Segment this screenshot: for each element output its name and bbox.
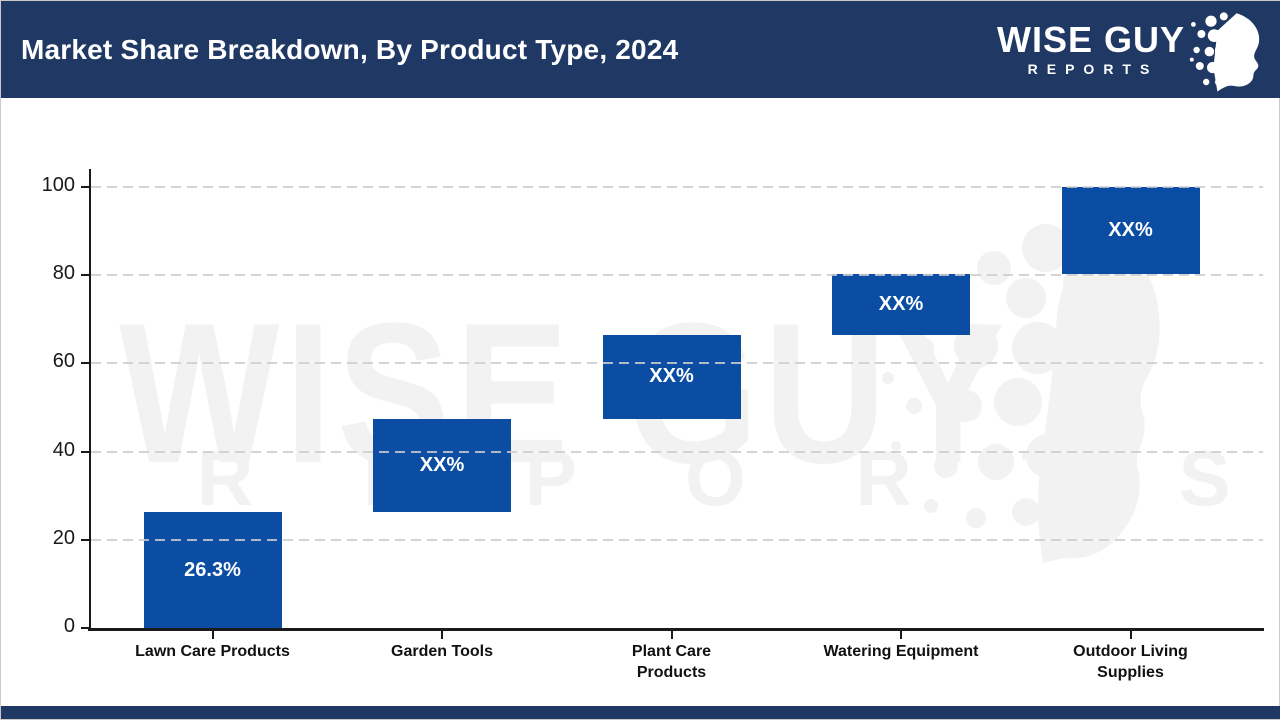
header-bar: Market Share Breakdown, By Product Type,… [1,1,1280,98]
y-tick-label: 80 [52,262,75,285]
bar-value-label: XX% [419,453,465,476]
category-label: Plant Care Products [631,643,712,681]
x-tick-2 [441,631,443,639]
category-label: Lawn Care Products [135,643,290,660]
y-tick-20 [81,538,89,541]
y-tick-label: 40 [52,438,75,461]
category-label: Outdoor Living Supplies [1073,643,1188,681]
y-axis-line [89,169,91,630]
category-label: Watering Equipment [823,643,979,660]
y-tick-0 [81,627,89,629]
y-tick-label: 20 [52,526,75,549]
bar-value-label: XX% [878,293,924,316]
logo-head-dots-icon [1189,11,1260,92]
page-title: Market Share Breakdown, By Product Type,… [21,33,679,65]
gridline-100 [91,186,1263,188]
bar-plant-care-products: XX% [602,334,741,419]
bar-watering-equipment: XX% [832,274,970,335]
x-tick-4 [900,631,902,639]
x-tick-1 [211,631,214,639]
y-tick-80 [81,274,89,277]
y-tick-40 [81,450,89,453]
gridline-40 [91,450,1263,453]
gridline-20 [91,538,1263,541]
gridline-80 [91,274,1263,277]
gridline-60 [91,362,1263,365]
footer-bar [1,706,1280,719]
y-tick-label: 0 [63,615,75,637]
x-tick-3 [670,631,673,639]
y-tick-label: 100 [41,174,75,196]
bar-value-label: XX% [1108,219,1153,242]
brand-logo: WISE GUY REPORTS [997,8,1280,92]
x-tick-5 [1129,631,1132,639]
bar-value-label: XX% [649,365,694,388]
bar-garden-tools: XX% [373,418,511,512]
x-axis-line [88,628,1264,631]
y-tick-label: 60 [52,350,75,373]
bar-outdoor-living-supplies: XX% [1061,187,1200,275]
category-label: Garden Tools [391,643,493,660]
y-tick-100 [81,186,89,188]
bar-value-label: 26.3% [184,558,241,581]
logo-wordmark: WISE GUY [996,19,1185,60]
logo-subtitle: REPORTS [1027,61,1159,77]
bar-lawn-care-products: 26.3% [143,512,282,628]
y-tick-60 [81,362,89,365]
